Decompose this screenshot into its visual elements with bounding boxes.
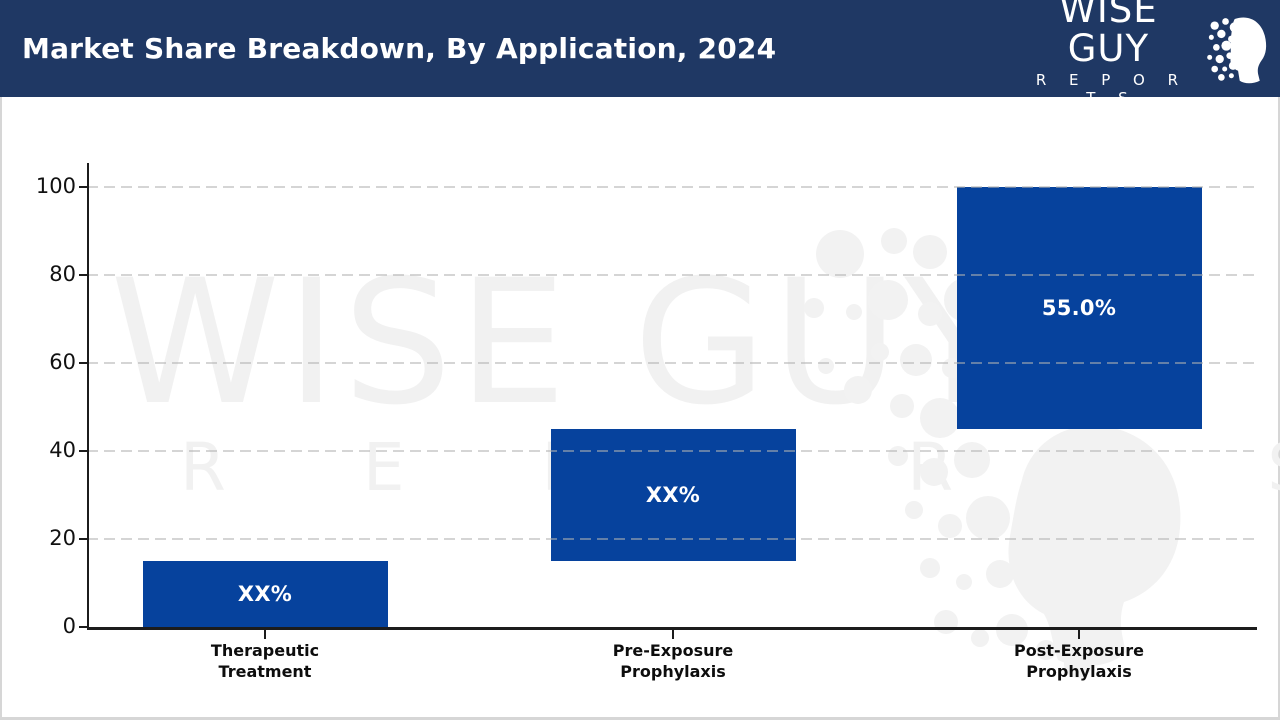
y-tick-mark-60	[79, 362, 88, 364]
y-tick-label-0: 0	[62, 614, 76, 638]
y-tick-mark-100	[79, 186, 88, 188]
y-tick-label-60: 60	[49, 350, 76, 374]
x-tick-label-pre-exposure-prophylaxis: Pre-Exposure Prophylaxis	[612, 641, 734, 681]
gridline-20	[87, 538, 1257, 540]
bar-pre-exposure-prophylaxis: XX%	[550, 429, 796, 561]
bar-therapeutic-treatment: XX%	[142, 561, 388, 627]
brand-subtitle: R E P O R T S	[1035, 70, 1188, 107]
y-tick-mark-0	[79, 626, 88, 628]
y-tick-mark-20	[79, 538, 88, 540]
brand-logo: WISE GUY R E P O R T S	[1016, 0, 1268, 107]
y-tick-mark-40	[79, 450, 88, 452]
x-tick-mark-1	[264, 630, 266, 639]
x-tick-mark-3	[1078, 630, 1080, 639]
brand-logo-text: WISE GUY R E P O R T S	[1016, 0, 1201, 107]
y-tick-label-40: 40	[49, 438, 76, 462]
gridline-60	[87, 362, 1257, 364]
y-tick-label-20: 20	[49, 526, 76, 550]
y-tick-mark-80	[79, 274, 88, 276]
x-tick-label-therapeutic-treatment: Therapeutic Treatment	[210, 641, 320, 681]
y-tick-label-100: 100	[35, 174, 76, 198]
y-axis-line	[87, 163, 89, 629]
gridline-80	[87, 274, 1257, 276]
x-tick-label-post-exposure-prophylaxis: Post-Exposure Prophylaxis	[1014, 641, 1144, 681]
gridline-100	[87, 186, 1257, 188]
x-axis-line	[87, 627, 1257, 630]
y-tick-label-80: 80	[49, 262, 76, 286]
brand-name: WISE GUY	[1059, 0, 1158, 70]
header-bar: Market Share Breakdown, By Application, …	[0, 0, 1280, 107]
bar-post-exposure-prophylaxis: 55.0%	[956, 187, 1202, 429]
gridline-40	[87, 450, 1257, 452]
bar-value-label: XX%	[237, 582, 293, 606]
bar-value-label: XX%	[645, 483, 701, 507]
brand-dotted-face-icon	[1207, 17, 1267, 84]
bar-value-label: 55.0%	[1041, 296, 1117, 320]
chart-title: Market Share Breakdown, By Application, …	[22, 32, 777, 65]
x-tick-mark-2	[672, 630, 674, 639]
